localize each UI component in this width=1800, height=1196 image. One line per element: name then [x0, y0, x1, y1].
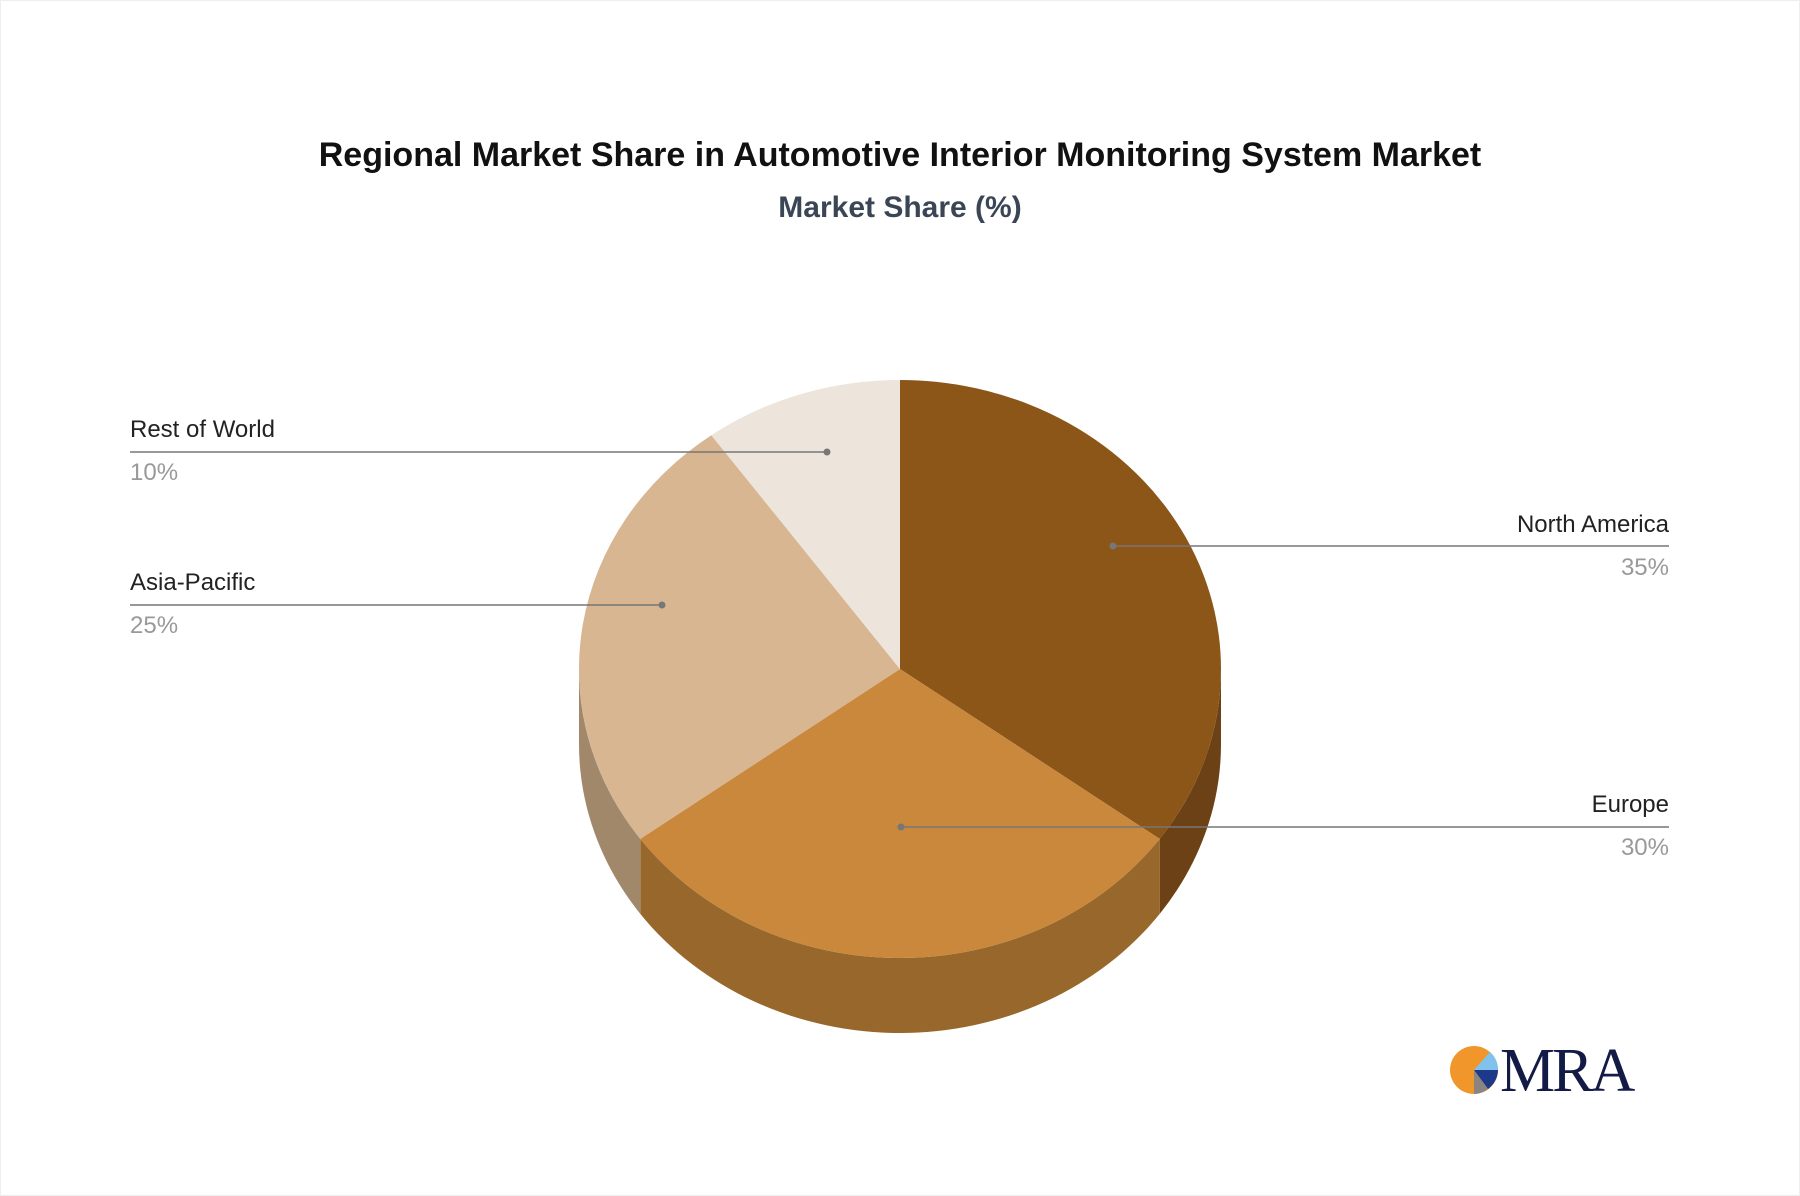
value-asia-pacific: 25% [130, 612, 179, 639]
svg-text:MRA: MRA [1500, 1037, 1635, 1100]
label-north-america: North America [1516, 511, 1669, 538]
leader-dot-rest-of-world [823, 448, 831, 456]
value-north-america: 35% [1620, 554, 1669, 581]
slice-europe[interactable] [640, 669, 1160, 959]
slice-north-america[interactable] [900, 380, 1221, 839]
value-rest-of-world: 10% [130, 459, 179, 486]
mra-logo: MRA [1448, 1036, 1648, 1105]
label-europe: Europe [1591, 791, 1669, 818]
value-europe: 30% [1620, 834, 1669, 861]
leader-dot-europe [897, 823, 905, 831]
slice-asia-pacific[interactable] [579, 435, 900, 839]
chart-subtitle: Market Share (%) [778, 191, 1022, 224]
leader-dot-north-america [1109, 542, 1117, 550]
slice-side-asia-pacific [579, 669, 641, 914]
label-rest-of-world: Rest of World [130, 416, 275, 443]
slice-side-europe [640, 838, 1160, 1033]
label-asia-pacific: Asia-Pacific [130, 569, 256, 596]
leader-dot-asia-pacific [658, 601, 666, 609]
slice-side-north-america [1159, 669, 1221, 914]
chart-title: Regional Market Share in Automotive Inte… [318, 136, 1482, 174]
